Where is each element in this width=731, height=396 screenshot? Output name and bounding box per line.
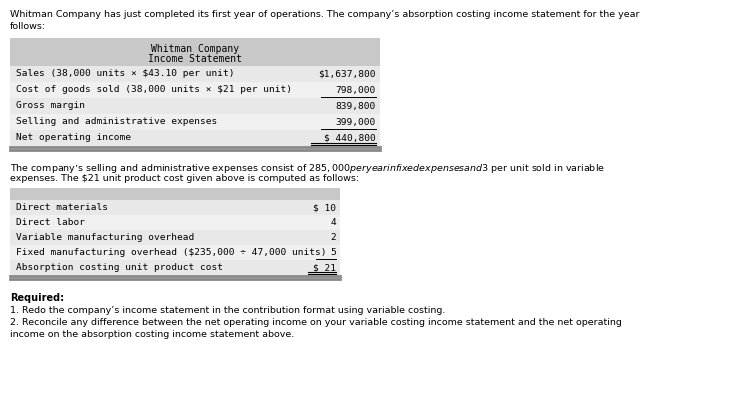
Bar	[10, 215, 340, 230]
Text: 839,800: 839,800	[336, 101, 376, 110]
Text: 5: 5	[330, 248, 336, 257]
Text: Direct labor: Direct labor	[16, 218, 85, 227]
Text: follows:: follows:	[10, 22, 46, 31]
Text: $1,637,800: $1,637,800	[319, 70, 376, 78]
Bar	[10, 230, 340, 245]
Text: Cost of goods sold (38,000 units × $21 per unit): Cost of goods sold (38,000 units × $21 p…	[16, 86, 292, 95]
Bar	[10, 130, 380, 146]
Text: Whitman Company has just completed its first year of operations. The company’s a: Whitman Company has just completed its f…	[10, 10, 640, 19]
Text: Whitman Company: Whitman Company	[151, 44, 239, 54]
Text: $ 440,800: $ 440,800	[325, 133, 376, 143]
Bar	[10, 114, 380, 130]
Bar	[10, 38, 380, 66]
Text: income on the absorption costing income statement above.: income on the absorption costing income …	[10, 330, 295, 339]
Text: Required:: Required:	[10, 293, 64, 303]
Bar	[10, 82, 380, 98]
Text: 399,000: 399,000	[336, 118, 376, 126]
Text: Absorption costing unit product cost: Absorption costing unit product cost	[16, 263, 223, 272]
Text: Income Statement: Income Statement	[148, 54, 242, 64]
Text: 1. Redo the company’s income statement in the contribution format using variable: 1. Redo the company’s income statement i…	[10, 306, 445, 315]
Text: Gross margin: Gross margin	[16, 101, 85, 110]
Text: 4: 4	[330, 218, 336, 227]
Bar	[10, 66, 380, 82]
Text: expenses. The $21 unit product cost given above is computed as follows:: expenses. The $21 unit product cost give…	[10, 174, 359, 183]
Text: Variable manufacturing overhead: Variable manufacturing overhead	[16, 233, 194, 242]
Text: $ 21: $ 21	[313, 263, 336, 272]
Bar	[10, 98, 380, 114]
Text: 798,000: 798,000	[336, 86, 376, 95]
Bar	[10, 200, 340, 215]
Bar	[10, 245, 340, 260]
Text: Selling and administrative expenses: Selling and administrative expenses	[16, 118, 217, 126]
Text: 2. Reconcile any difference between the net operating income on your variable co: 2. Reconcile any difference between the …	[10, 318, 622, 327]
Bar	[10, 260, 340, 275]
Text: Fixed manufacturing overhead ($235,000 ÷ 47,000 units): Fixed manufacturing overhead ($235,000 ÷…	[16, 248, 327, 257]
Text: Direct materials: Direct materials	[16, 203, 108, 212]
Text: 2: 2	[330, 233, 336, 242]
Text: Net operating income: Net operating income	[16, 133, 131, 143]
Bar	[10, 188, 340, 200]
Text: $ 10: $ 10	[313, 203, 336, 212]
Text: The company’s selling and administrative expenses consist of $285,000 per year i: The company’s selling and administrative…	[10, 162, 605, 175]
Text: Sales (38,000 units × $43.10 per unit): Sales (38,000 units × $43.10 per unit)	[16, 70, 235, 78]
